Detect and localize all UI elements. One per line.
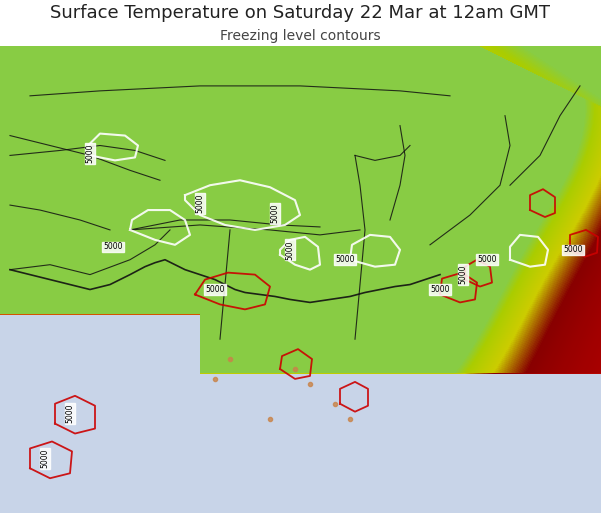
Text: 5000: 5000 <box>40 449 49 468</box>
Text: 5000: 5000 <box>477 255 497 264</box>
Text: 5000: 5000 <box>563 245 583 254</box>
Text: Freezing level contours: Freezing level contours <box>220 29 381 43</box>
Text: 5000: 5000 <box>66 404 75 423</box>
Text: 5000: 5000 <box>270 203 279 223</box>
Text: 5000: 5000 <box>285 240 294 260</box>
Text: 5000: 5000 <box>206 285 225 294</box>
Text: 5000: 5000 <box>85 144 94 163</box>
Text: 5000: 5000 <box>335 255 355 264</box>
Text: 5000: 5000 <box>430 285 450 294</box>
Text: 5000: 5000 <box>195 193 204 213</box>
Text: 5000: 5000 <box>103 242 123 251</box>
Text: Surface Temperature on Saturday 22 Mar at 12am GMT: Surface Temperature on Saturday 22 Mar a… <box>50 4 551 22</box>
Text: 5000: 5000 <box>459 265 468 284</box>
